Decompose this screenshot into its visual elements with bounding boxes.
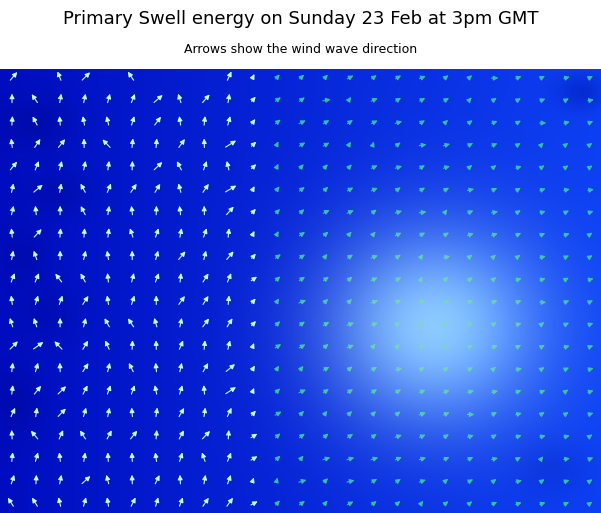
Text: Primary Swell energy on Sunday 23 Feb at 3pm GMT: Primary Swell energy on Sunday 23 Feb at… — [63, 10, 538, 28]
Text: Arrows show the wind wave direction: Arrows show the wind wave direction — [184, 44, 417, 56]
